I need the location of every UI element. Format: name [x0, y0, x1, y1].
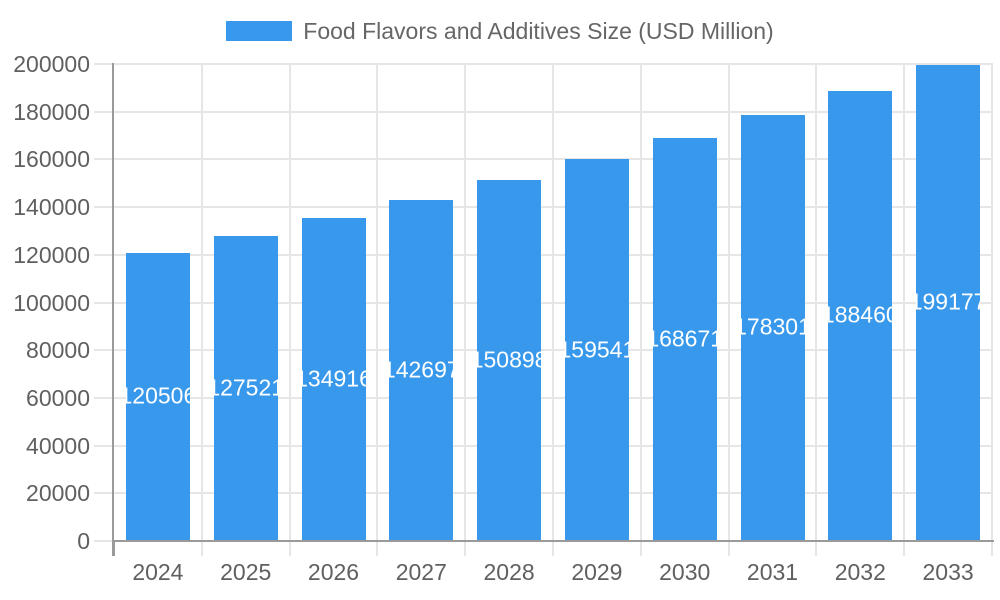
bar-value-label: 142697 [389, 356, 454, 383]
y-axis-tick [94, 253, 114, 256]
bar[interactable]: 199177 [916, 64, 981, 540]
y-tick-label: 180000 [13, 98, 90, 125]
bar-value-label: 127521 [213, 374, 278, 401]
bar[interactable]: 168671 [652, 137, 717, 540]
y-axis-line [112, 63, 114, 556]
bar[interactable]: 120506 [125, 252, 190, 540]
x-axis-tick [288, 542, 291, 556]
x-axis-tick [727, 542, 730, 556]
y-axis-tick [94, 206, 114, 209]
legend-swatch [226, 21, 293, 41]
gridline-vertical [288, 63, 291, 540]
x-axis-tick [815, 542, 818, 556]
bar[interactable]: 150898 [477, 180, 542, 540]
x-tick-label: 2032 [834, 559, 886, 585]
x-tick-label: 2027 [395, 559, 447, 585]
y-tick-label: 200000 [13, 51, 90, 77]
x-tick-label: 2026 [307, 559, 360, 585]
x-tick-label: 2031 [746, 559, 799, 585]
bar[interactable]: 127521 [213, 235, 278, 540]
x-tick-label: 2024 [132, 559, 184, 585]
gridline-vertical [639, 63, 642, 540]
x-axis-tick [903, 542, 906, 556]
bar-value-label: 150898 [477, 346, 542, 373]
y-tick-label: 80000 [26, 337, 90, 364]
gridline-vertical [991, 63, 993, 540]
bar-value-label: 168671 [652, 325, 717, 352]
x-tick-label: 2033 [922, 559, 974, 585]
x-tick-label: 2029 [571, 559, 623, 585]
y-tick-label: 20000 [26, 480, 90, 507]
x-axis-tick [552, 542, 554, 556]
bar[interactable]: 142697 [389, 199, 454, 540]
gridline-vertical [200, 63, 203, 540]
gridline-vertical [464, 63, 467, 540]
gridline-vertical [376, 63, 379, 540]
y-tick-label: 100000 [13, 289, 90, 316]
legend-label: Food Flavors and Additives Size (USD Mil… [303, 17, 774, 44]
gridline-vertical [727, 63, 730, 540]
x-axis-tick [639, 542, 642, 556]
x-axis-tick [376, 542, 379, 556]
x-axis-tick [113, 542, 115, 556]
bar-value-label: 120506 [125, 382, 190, 409]
y-axis-tick [94, 349, 114, 352]
x-axis-tick [200, 542, 203, 556]
gridline-vertical [552, 63, 554, 540]
gridline-vertical [815, 63, 818, 540]
bar[interactable]: 159541 [564, 159, 629, 540]
bar[interactable]: 178301 [740, 114, 805, 540]
x-tick-label: 2030 [659, 559, 711, 585]
y-axis-tick [94, 492, 114, 495]
y-axis-tick [94, 110, 114, 113]
bar-value-label: 188460 [828, 301, 893, 328]
x-axis-tick [464, 542, 467, 556]
y-tick-label: 120000 [13, 241, 90, 268]
x-tick-label: 2025 [220, 559, 272, 585]
y-axis-tick [94, 444, 114, 447]
x-axis-tick [991, 542, 993, 556]
bar[interactable]: 134916 [301, 218, 366, 540]
y-tick-label: 140000 [13, 194, 90, 221]
y-tick-label: 160000 [13, 146, 90, 173]
y-axis-tick [94, 301, 114, 304]
y-axis-tick [94, 540, 114, 542]
x-tick-label: 2028 [483, 559, 535, 585]
x-axis-line [114, 540, 994, 542]
bar-value-label: 159541 [564, 336, 629, 363]
bar[interactable]: 188460 [828, 90, 893, 540]
bar-value-label: 199177 [916, 288, 981, 315]
bar-value-label: 178301 [740, 313, 805, 340]
bar-value-label: 134916 [301, 365, 366, 392]
y-axis-tick [94, 63, 114, 65]
y-tick-label: 40000 [26, 432, 90, 459]
y-tick-label: 0 [77, 528, 90, 554]
legend[interactable]: Food Flavors and Additives Size (USD Mil… [0, 18, 1000, 44]
y-axis-tick [94, 158, 114, 161]
y-tick-label: 60000 [26, 384, 90, 411]
gridline-vertical [903, 63, 906, 540]
y-axis-tick [94, 396, 114, 399]
